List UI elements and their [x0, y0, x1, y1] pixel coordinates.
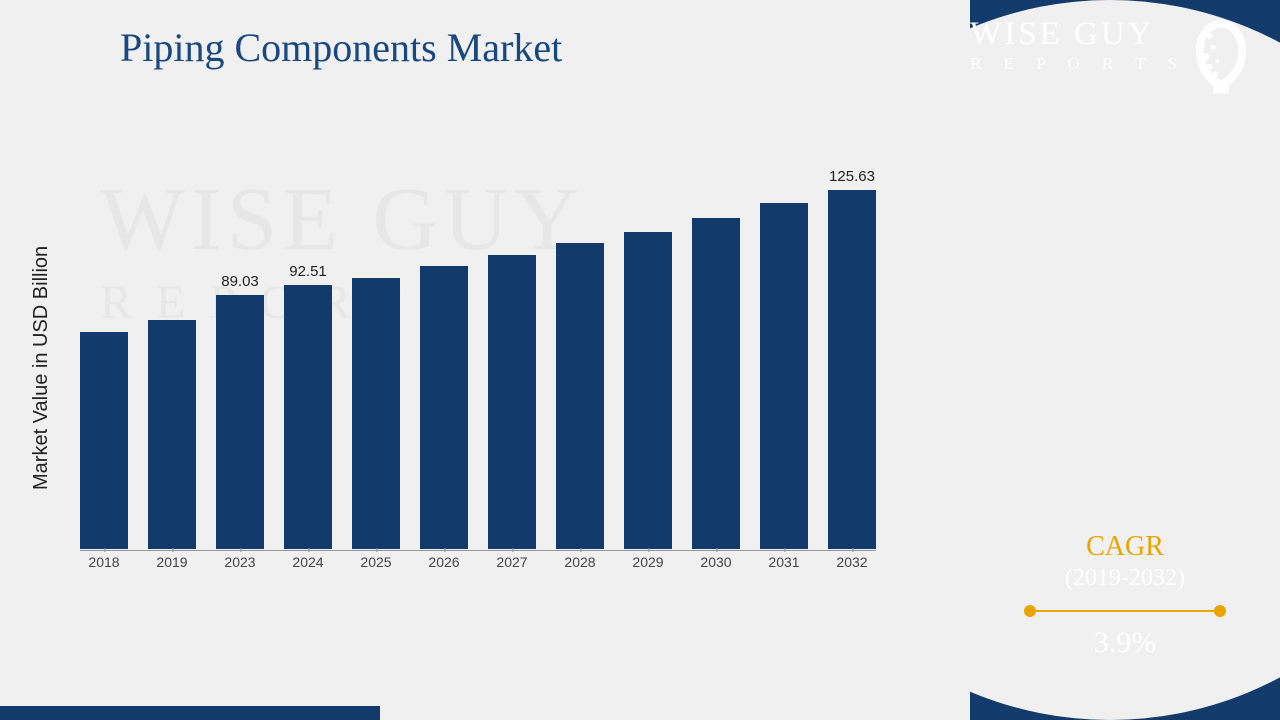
cagr-dot-right: [1214, 605, 1226, 617]
bar: [556, 243, 604, 549]
bar: [148, 320, 196, 549]
bottom-strip: [0, 706, 380, 720]
bar: [80, 332, 128, 549]
cagr-divider: [1030, 610, 1220, 612]
cagr-period: (2019-2032): [1010, 565, 1240, 592]
x-tick-label: 2028: [564, 554, 595, 570]
bar-value-label: 92.51: [289, 263, 327, 280]
cagr-dot-left: [1024, 605, 1036, 617]
x-tick-label: 2030: [700, 554, 731, 570]
x-tick-label: 2026: [428, 554, 459, 570]
bar: [692, 218, 740, 549]
plot-area: 89.03 92.51 125.63: [80, 150, 876, 550]
x-tick-label: 2027: [496, 554, 527, 570]
chart-title: Piping Components Market: [120, 24, 562, 71]
x-tick-label: 2032: [836, 554, 867, 570]
cagr-value: 3.9%: [1010, 626, 1240, 660]
y-axis-label: Market Value in USD Billion: [30, 246, 53, 490]
bar-value-label: 125.63: [829, 168, 875, 185]
bar-value-label: 89.03: [221, 273, 259, 290]
bar: [624, 232, 672, 549]
brand-text: WISE GUY R E P O R T S: [970, 18, 1186, 72]
bar: [420, 266, 468, 549]
brand-logo: WISE GUY R E P O R T S: [970, 18, 1250, 101]
bar: 125.63: [828, 190, 876, 549]
x-tick-label: 2024: [292, 554, 323, 570]
infographic-stage: WISE GUYREPORTS Piping Components Market…: [0, 0, 1280, 720]
brand-sub: R E P O R T S: [970, 55, 1186, 72]
brand-main: WISE GUY: [970, 18, 1186, 51]
x-tick-label: 2023: [224, 554, 255, 570]
brain-dots-icon: [1192, 18, 1250, 101]
bar: [352, 278, 400, 549]
x-tick-label: 2025: [360, 554, 391, 570]
x-axis: 2018 2019 2023 2024 2025 2026 2027 2028 2029 2030…: [80, 550, 876, 570]
bar: 92.51: [284, 285, 332, 549]
bar: [760, 203, 808, 549]
x-tick-label: 2029: [632, 554, 663, 570]
bar: [488, 255, 536, 549]
x-tick-label: 2018: [88, 554, 119, 570]
cagr-panel: CAGR (2019-2032) 3.9%: [1010, 531, 1240, 660]
cagr-title: CAGR: [1010, 531, 1240, 563]
x-tick-label: 2019: [156, 554, 187, 570]
bar: 89.03: [216, 295, 264, 549]
bar-chart: 89.03 92.51 125.63 2018 2019 2023 2024 2025 202…: [80, 150, 876, 570]
x-tick-label: 2031: [768, 554, 799, 570]
